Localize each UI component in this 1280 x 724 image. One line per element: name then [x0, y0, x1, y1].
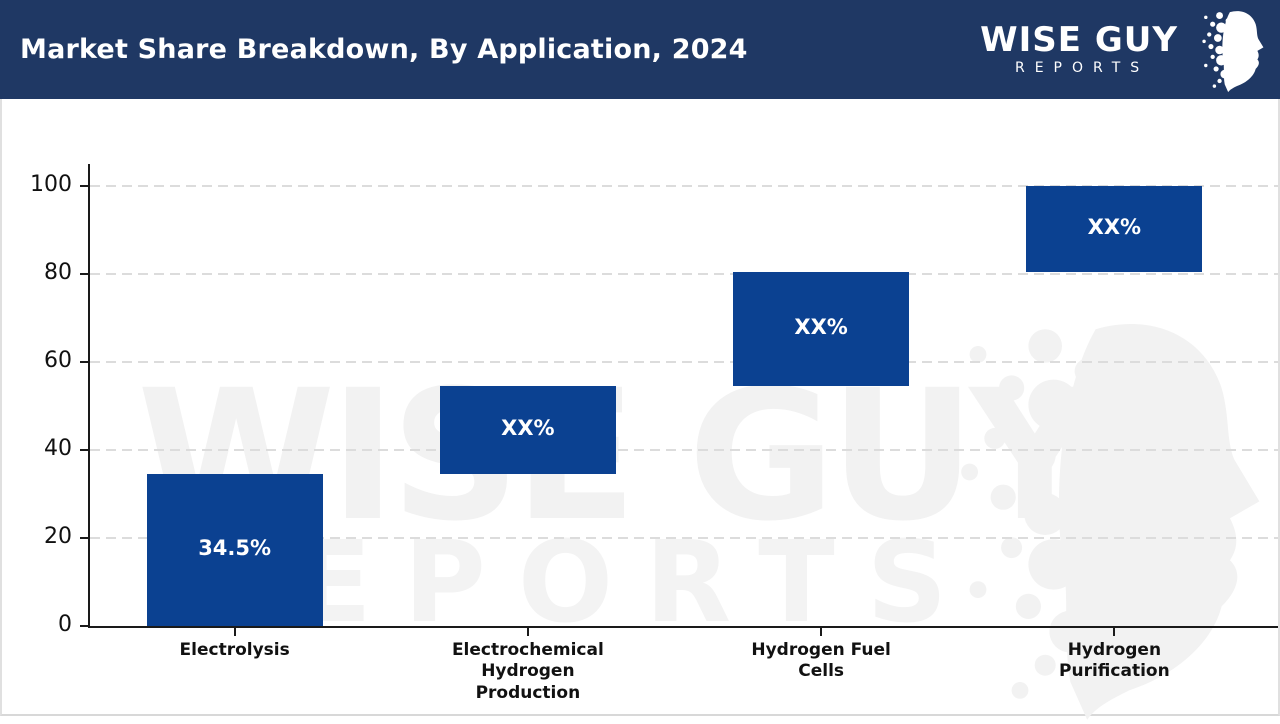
x-tick-1 [526, 628, 529, 636]
x-tick-label-1: Electrochemical Hydrogen Production [451, 640, 604, 703]
x-tick-label-3: Hydrogen Purification [1059, 640, 1170, 682]
gridline-20 [90, 537, 1278, 539]
y-tick-20 [80, 537, 88, 539]
y-tick-100 [80, 185, 88, 187]
y-tick-label-20: 20 [44, 524, 72, 549]
y-tick-label-40: 40 [44, 436, 72, 461]
y-tick-label-80: 80 [44, 260, 72, 285]
x-axis-line [88, 626, 1278, 628]
gridline-40 [90, 449, 1278, 451]
logo-head-icon [1202, 10, 1264, 92]
logo-subtitle: REPORTS [1014, 60, 1150, 76]
x-tick-label-2: Hydrogen Fuel Cells [751, 640, 891, 682]
bar-value-label: XX% [794, 314, 848, 339]
y-tick-0 [80, 625, 88, 627]
logo-text: WISE GUY REPORTS [980, 23, 1178, 76]
bar-hydrogen-purification: XX% [1026, 186, 1203, 272]
y-axis-line [88, 164, 90, 628]
y-tick-label-100: 100 [30, 172, 72, 197]
gridline-60 [90, 361, 1278, 363]
header-bar: Market Share Breakdown, By Application, … [0, 0, 1280, 99]
y-tick-label-60: 60 [44, 348, 72, 373]
gridline-80 [90, 273, 1278, 275]
y-tick-40 [80, 449, 88, 451]
watermark-head-icon [961, 324, 1260, 720]
page-title: Market Share Breakdown, By Application, … [20, 34, 748, 65]
x-tick-0 [233, 628, 236, 636]
wise-guy-reports-logo: WISE GUY REPORTS [980, 7, 1280, 93]
x-tick-3 [1113, 628, 1116, 636]
gridline-100 [90, 185, 1278, 187]
y-tick-label-0: 0 [58, 612, 72, 637]
logo-wordmark: WISE GUY [980, 20, 1178, 60]
bar-electrolysis: 34.5% [146, 474, 323, 626]
x-tick-label-0: Electrolysis [179, 640, 290, 660]
y-tick-60 [80, 361, 88, 363]
x-tick-2 [820, 628, 823, 636]
bar-hydrogen-fuel-cells: XX% [733, 271, 910, 387]
bar-value-label: XX% [501, 416, 555, 441]
y-tick-80 [80, 273, 88, 275]
bar-value-label: XX% [1087, 214, 1142, 239]
bar-electrochemical-hydrogen-production: XX% [439, 386, 616, 475]
bar-value-label: 34.5% [198, 536, 272, 561]
